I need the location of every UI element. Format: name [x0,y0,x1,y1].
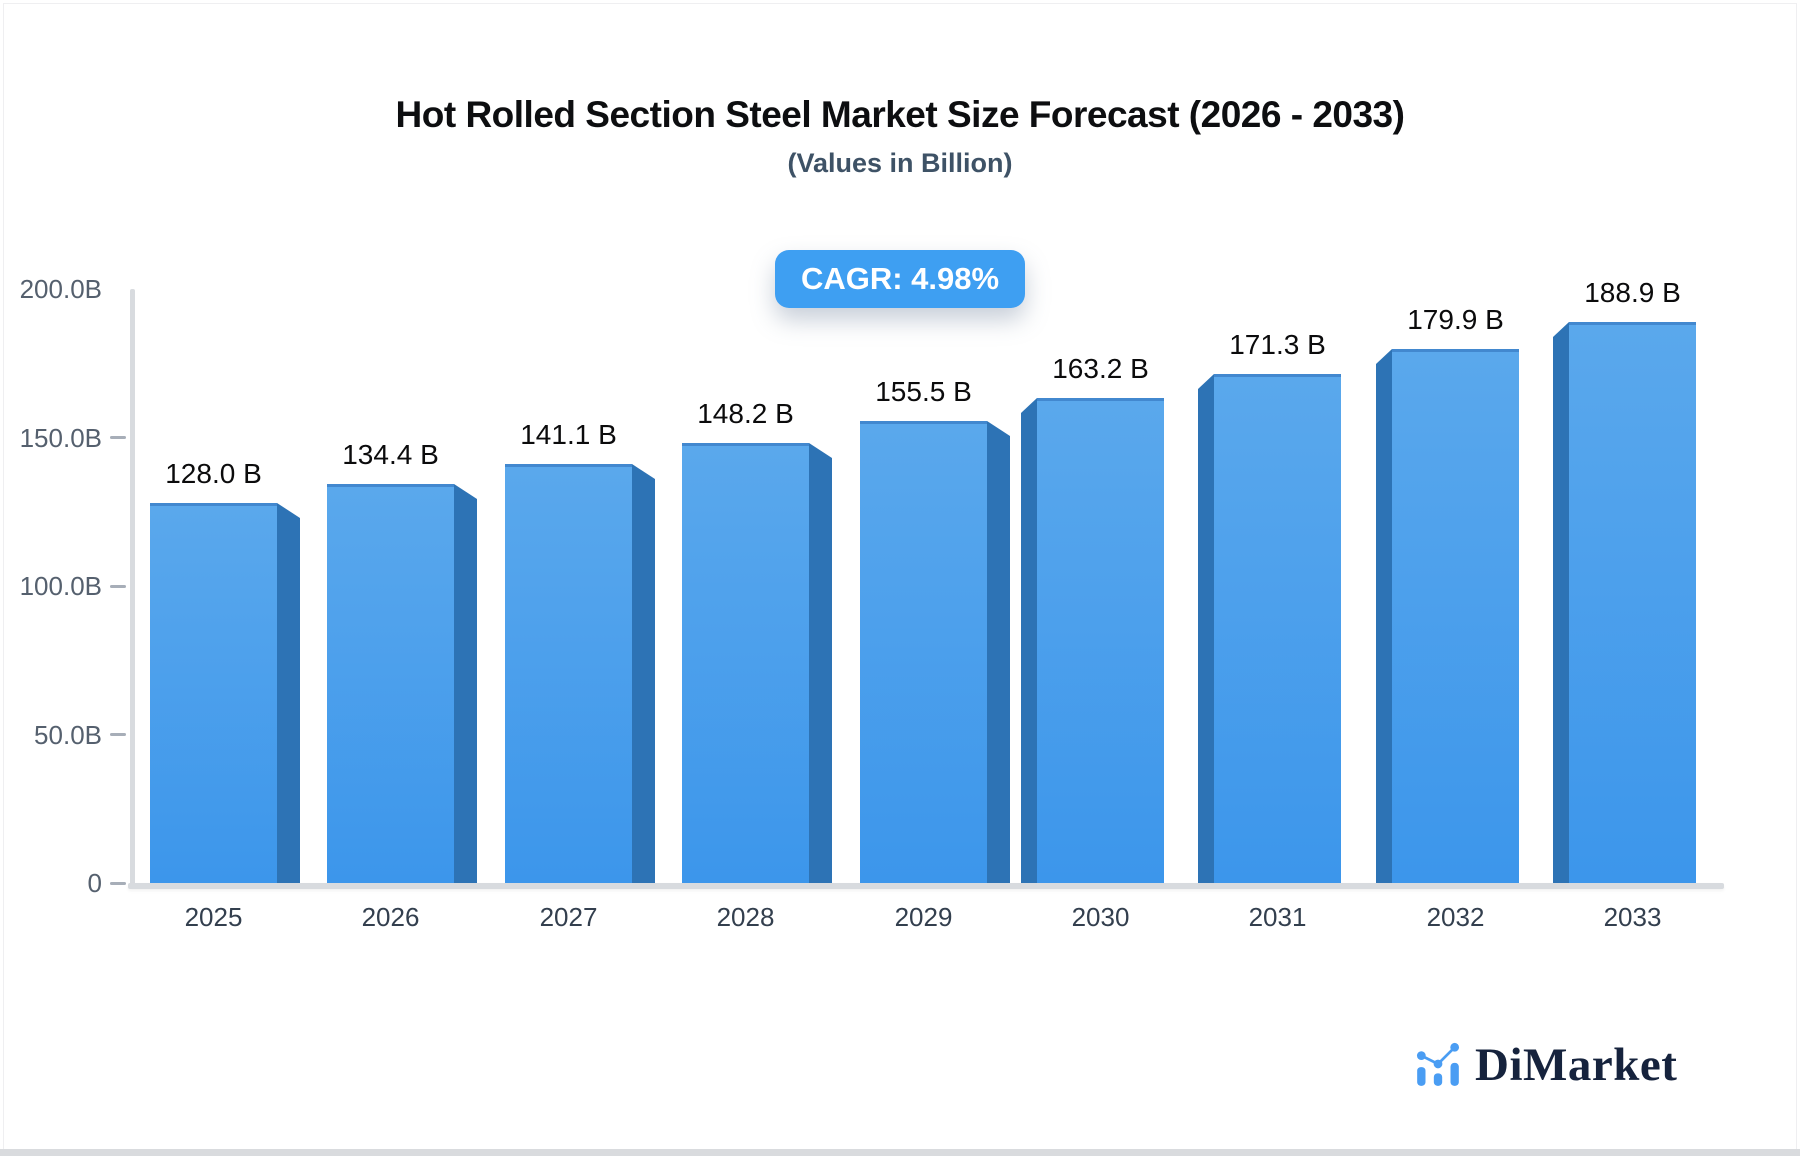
bar-side-2032 [1376,349,1392,883]
x-axis-label-2030: 2030 [1071,902,1130,932]
y-axis-tick-label: 150.0B [19,422,102,453]
y-axis-tick-mark [110,436,126,439]
y-axis-tick-label: 100.0B [19,571,102,601]
y-axis-tick-mark [110,584,126,588]
x-axis-label-2026: 2026 [361,902,420,932]
y-axis-tick-mark [110,881,126,885]
x-axis-label-2028: 2028 [716,902,775,932]
bar-side-2028 [809,443,832,883]
y-axis-tick-label: 0 [87,868,102,898]
mini-bar-chart-icon [1416,1042,1460,1086]
bar-face-2025 [150,503,277,883]
bar-side-2030 [1021,398,1037,883]
bar-value-label: 134.4 B [342,439,439,470]
bar-value-label: 171.3 B [1229,329,1326,360]
x-axis-label-2029: 2029 [894,902,953,932]
y-axis-tick-label: 50.0B [34,719,102,750]
bar-value-label: 179.9 B [1407,304,1504,335]
bar-face-2028 [682,443,809,883]
bar-side-2033 [1553,322,1569,883]
bar-value-label: 155.5 B [875,376,972,407]
bar-face-2026 [327,484,454,883]
bar-value-label: 163.2 B [1052,353,1149,384]
x-axis-line [128,883,1724,889]
bar-value-label: 128.0 B [165,458,262,489]
brand-logo: DiMarket [1413,1038,1677,1092]
y-axis-line [130,289,135,889]
x-axis-label-2032: 2032 [1426,902,1485,932]
logo-text: DiMarket [1475,1039,1678,1091]
bar-side-2025 [277,503,300,883]
x-axis-label-2031: 2031 [1248,902,1307,932]
x-axis-label-2033: 2033 [1603,902,1662,932]
bar-face-2029 [860,421,987,883]
cagr-badge-row: CAGR: 4.98% [0,250,1800,308]
bar-face-2033 [1569,322,1696,883]
bar-side-2031 [1198,374,1214,883]
bottom-edge-strip [0,1149,1800,1156]
x-axis-label-2027: 2027 [539,902,598,932]
bar-face-2031 [1214,374,1341,883]
bar-value-label: 148.2 B [697,398,794,429]
bar-value-label: 141.1 B [520,419,617,450]
bar-side-2026 [454,484,477,883]
bar-value-label: 188.9 B [1584,277,1681,308]
y-axis-tick-label: 200.0B [19,274,102,304]
page-title: Hot Rolled Section Steel Market Size For… [395,94,1405,135]
bar-face-2030 [1037,398,1164,883]
cagr-badge: CAGR: 4.98% [774,250,1026,308]
bar-face-2032 [1392,349,1519,883]
y-axis-tick-mark [110,733,126,736]
x-axis-label-2025: 2025 [184,902,243,932]
chart-subtitle: (Values in Billion) [787,148,1013,178]
bar-side-2029 [987,421,1010,883]
bar-side-2027 [632,464,655,883]
bar-face-2027 [505,464,632,883]
